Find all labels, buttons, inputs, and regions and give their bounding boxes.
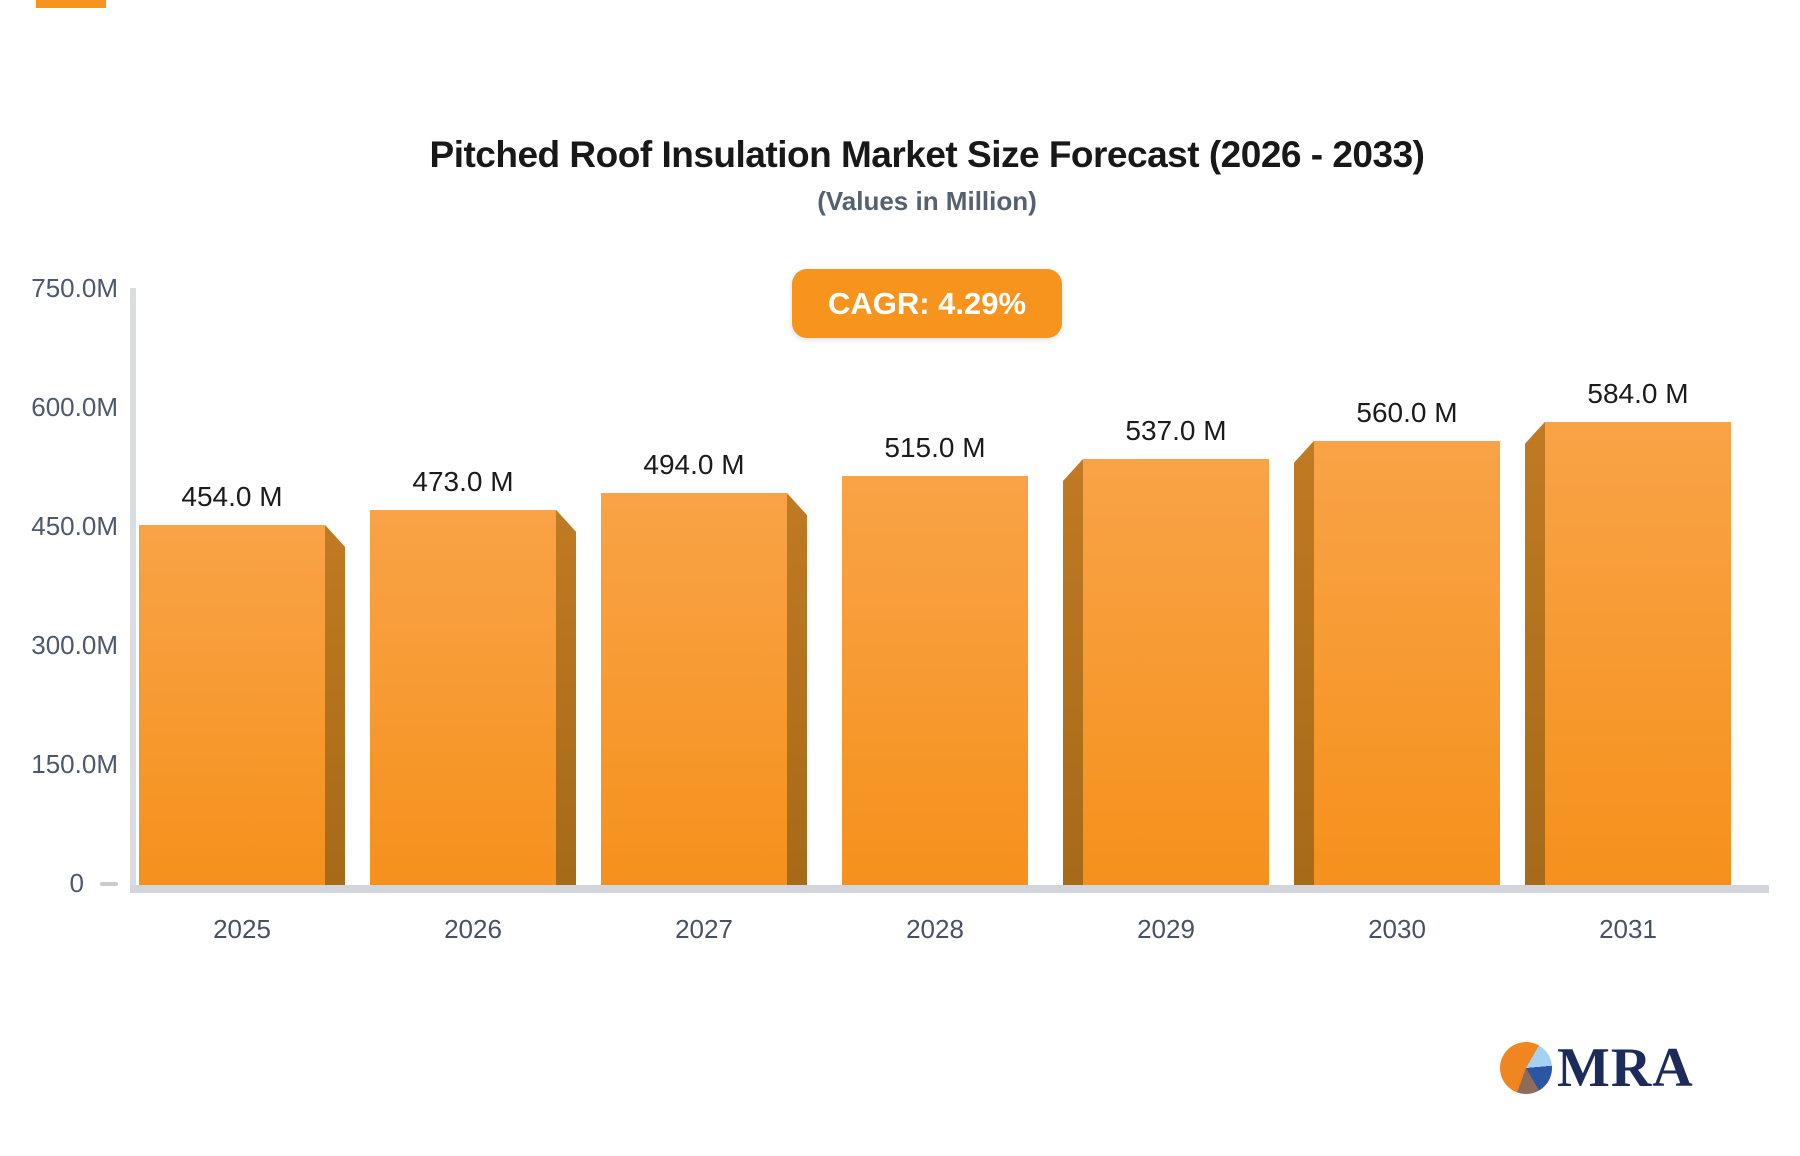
bar-side-face: [556, 509, 576, 885]
bar-2026[interactable]: [370, 509, 556, 885]
y-axis-line: [130, 288, 136, 893]
x-axis-label-2028: 2028: [906, 914, 964, 944]
x-axis-label-2030: 2030: [1368, 914, 1426, 944]
bar-value-label: 473.0 M: [412, 465, 514, 497]
pie-chart-logo-icon: [1500, 1042, 1552, 1094]
bar-value-label: 584.0 M: [1587, 377, 1689, 409]
bar-side-face: [787, 493, 807, 885]
bar-side-face: [325, 524, 345, 885]
bar-2029[interactable]: [1083, 458, 1269, 885]
bar-value-label: 454.0 M: [181, 480, 283, 512]
bar-side-face: [1525, 421, 1545, 885]
y-tick-label: 150.0M: [31, 749, 118, 779]
x-axis-baseline: [130, 885, 1769, 893]
zero-tick-dash: [100, 881, 118, 886]
bar-2025[interactable]: [139, 524, 325, 885]
bar-2031[interactable]: [1545, 421, 1731, 885]
bar-2028[interactable]: [842, 476, 1028, 885]
bar-side-face: [1294, 440, 1314, 885]
x-axis-label-2025: 2025: [213, 914, 271, 944]
brand-logo-text: MRA: [1557, 1037, 1694, 1099]
brand-logo: MRA: [1500, 1040, 1694, 1096]
bar-2030[interactable]: [1314, 440, 1500, 885]
y-tick-label: 0: [0, 868, 118, 899]
bar-value-label: 494.0 M: [643, 449, 745, 481]
x-axis-label-2031: 2031: [1599, 914, 1657, 944]
x-axis-label-2029: 2029: [1137, 914, 1195, 944]
cagr-badge: CAGR: 4.29%: [791, 269, 1063, 338]
bar-2027[interactable]: [601, 493, 787, 885]
chart-subtitle: (Values in Million): [817, 186, 1037, 216]
y-tick-label: 300.0M: [31, 630, 118, 660]
bar-value-label: 560.0 M: [1356, 396, 1458, 428]
bar-value-label: 537.0 M: [1125, 414, 1227, 446]
bar-value-label: 515.0 M: [884, 432, 986, 464]
bar-side-face: [1063, 458, 1083, 885]
y-tick-label: 450.0M: [31, 511, 118, 541]
top-left-accent-bar: [36, 0, 106, 8]
x-axis-label-2026: 2026: [444, 914, 502, 944]
y-tick-label: 600.0M: [31, 392, 118, 422]
y-tick-label: 750.0M: [31, 273, 118, 303]
chart-title: Pitched Roof Insulation Market Size Fore…: [429, 134, 1425, 175]
x-axis-label-2027: 2027: [675, 914, 733, 944]
chart-header: Pitched Roof Insulation Market Size Fore…: [54, 0, 1800, 338]
